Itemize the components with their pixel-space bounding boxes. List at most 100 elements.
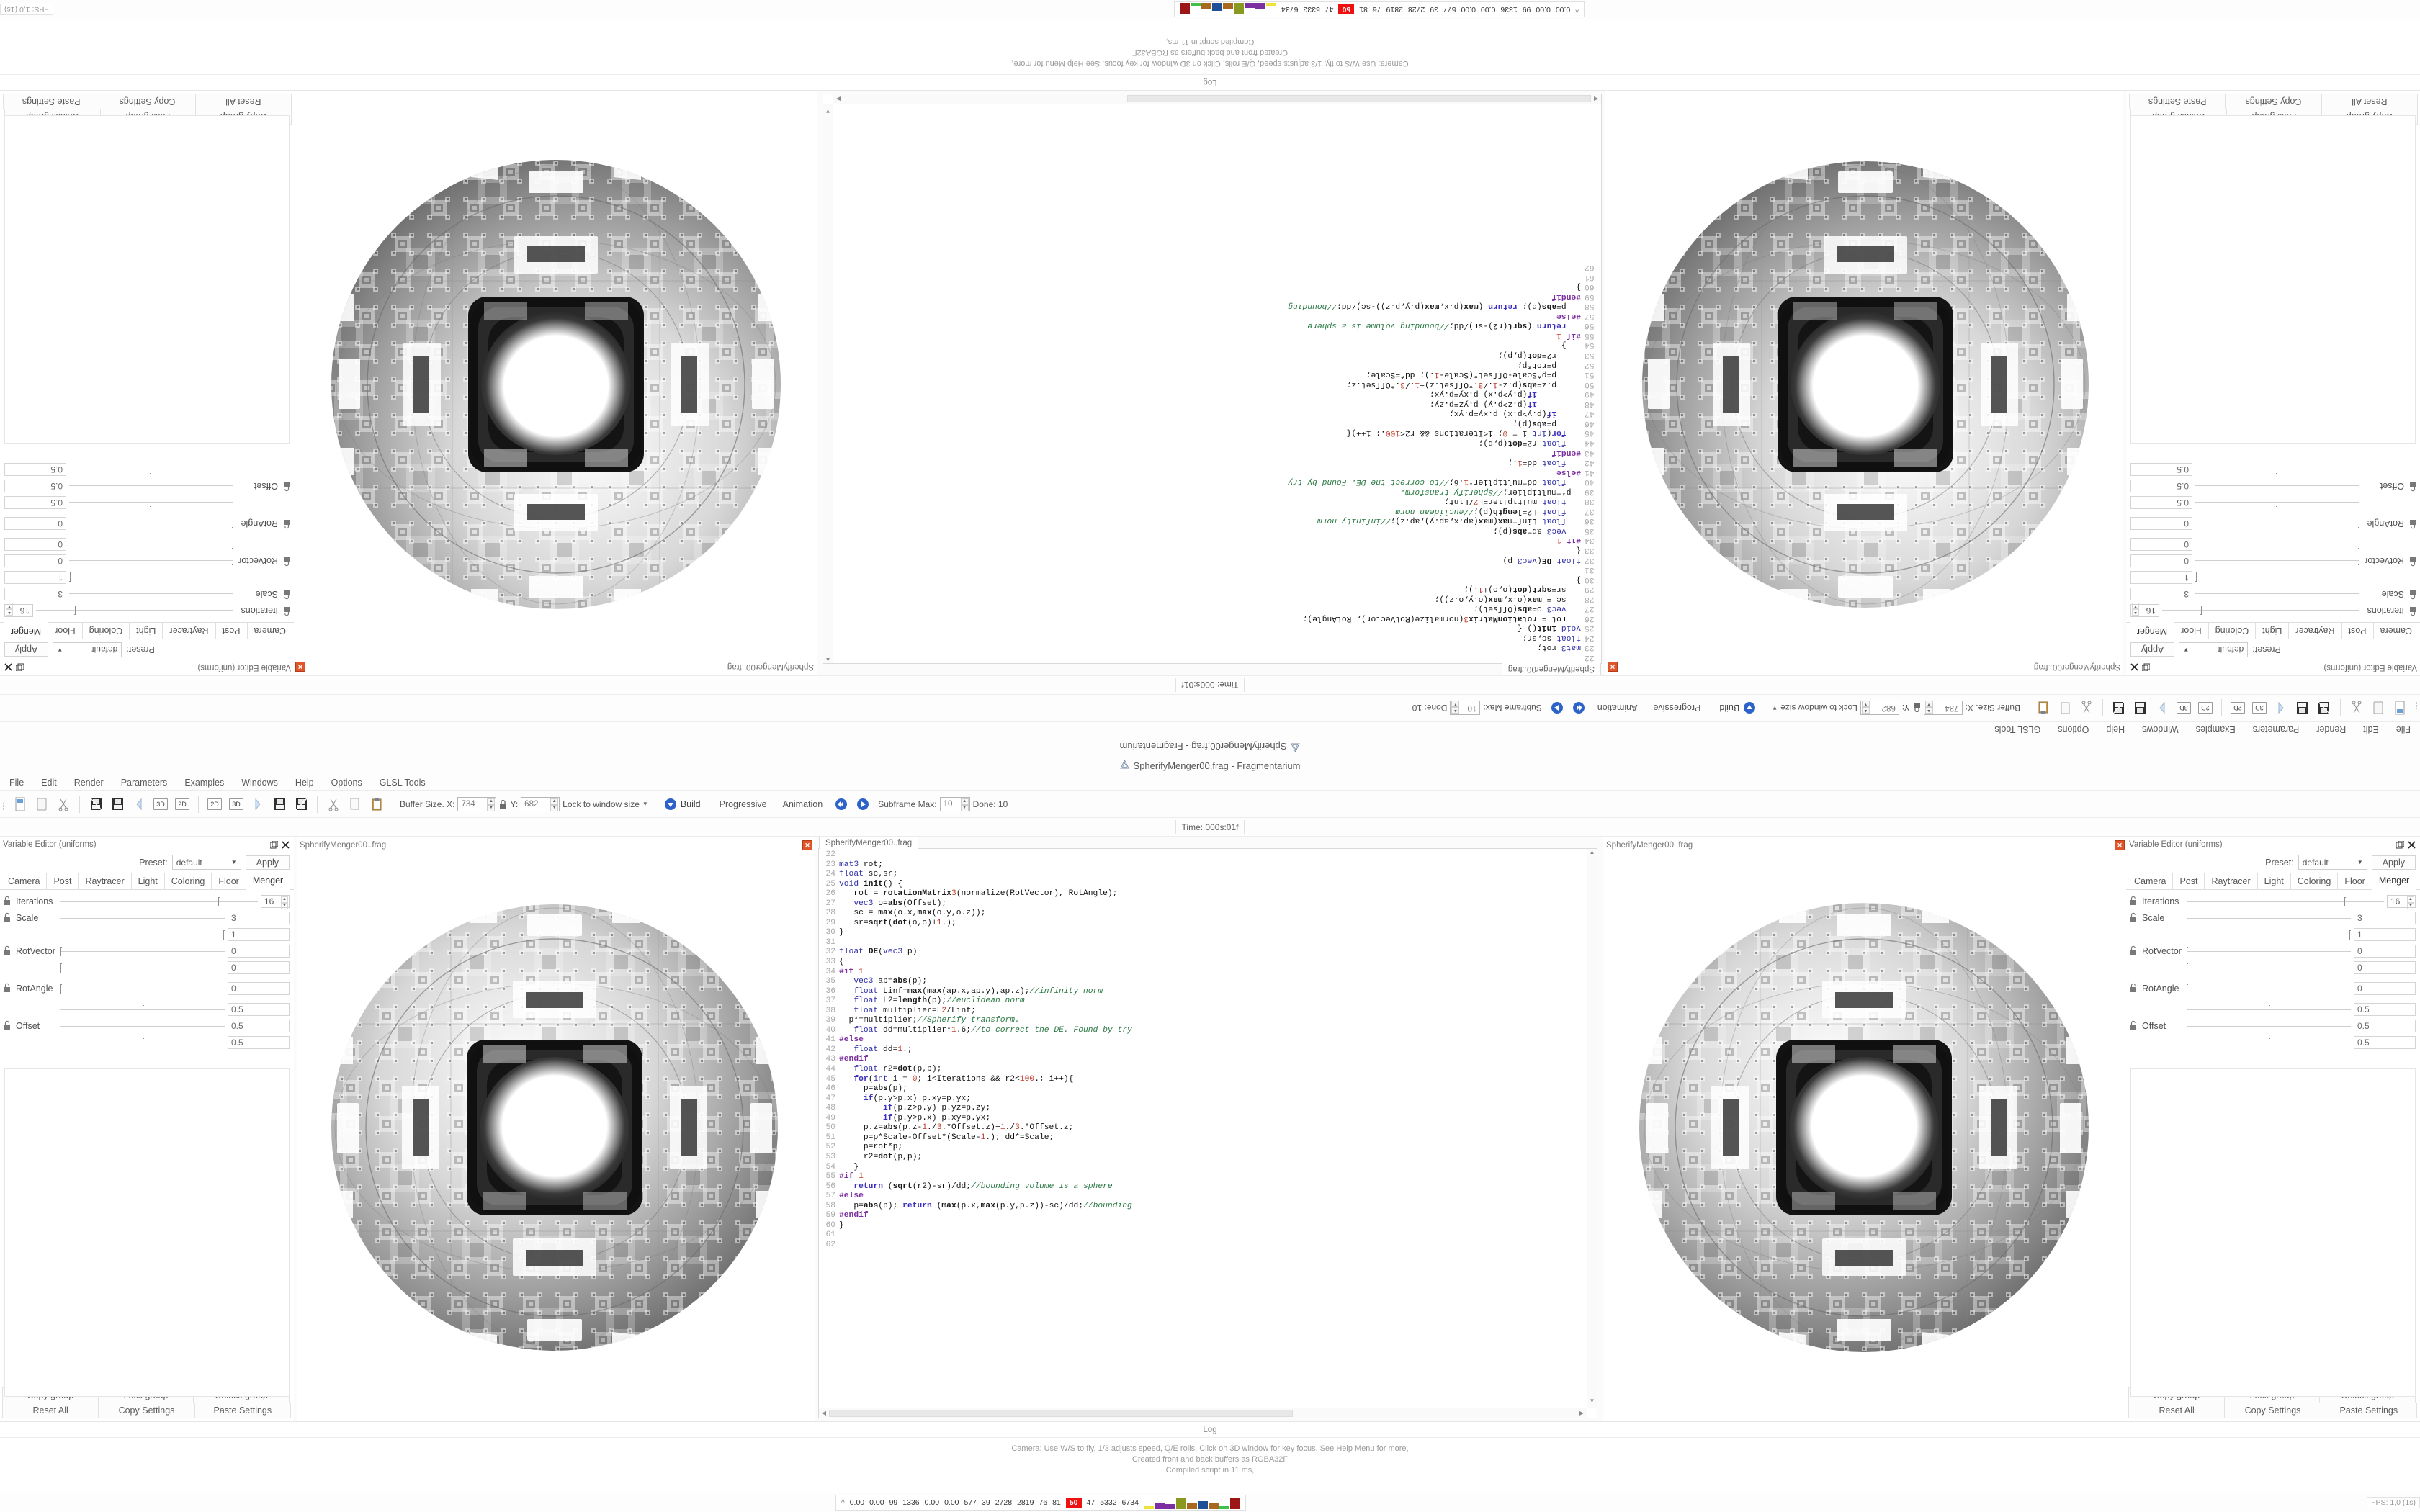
tab-light[interactable]: Light [129, 623, 163, 639]
save-as-icon[interactable] [2313, 698, 2335, 719]
paste-settings-button[interactable]: Paste Settings [194, 1403, 291, 1418]
param-value-input[interactable]: 0.5 [228, 1019, 290, 1032]
param-slider[interactable] [2187, 945, 2351, 957]
scroll-right-arrow[interactable]: ▶ [835, 96, 841, 102]
param-row-rotvector[interactable]: RotVector 1 0 [3, 926, 290, 976]
system-tray[interactable]: ^ 0.00 0.00 99 1336 0.00 0.00 577 39 272… [0, 1493, 2420, 1512]
save-copy-icon[interactable] [2130, 698, 2151, 719]
toolbar-group-clipboard[interactable] [2030, 698, 2100, 719]
variable-editor-tabs[interactable]: Camera Post Raytracer Light Coloring Flo… [2126, 622, 2420, 640]
param-value-input[interactable]: 0 [2130, 517, 2192, 531]
tab-post[interactable]: Post [2341, 623, 2373, 639]
vec3-component-y[interactable]: 0 [2187, 942, 2416, 959]
param-row-offset[interactable]: Offset 0.5 0.5 [4, 462, 291, 511]
vec3-component-z[interactable]: 0.5 [4, 462, 233, 478]
vec3-component-z[interactable]: 0.5 [2187, 1034, 2416, 1050]
param-slider[interactable] [60, 1004, 225, 1015]
buffer-size-control[interactable]: Buffer Size. X: 734 ▲ ▼ Y: 682 ▲ ▼ Lock to… [1767, 701, 2025, 716]
menu-item-windows[interactable]: Windows [2142, 724, 2179, 735]
param-value-input[interactable]: 0.5 [4, 480, 66, 493]
paste-icon[interactable] [2033, 698, 2054, 719]
lock-icon[interactable] [3, 912, 13, 924]
subframe-input[interactable]: 10 ▲ ▼ [939, 796, 970, 811]
subframe-control[interactable]: Subframe Max: 10 ▲ ▼ Done: 10 [874, 796, 1012, 811]
tab-raytracer[interactable]: Raytracer [162, 623, 215, 639]
open-icon[interactable] [2367, 698, 2389, 719]
param-slider[interactable] [2187, 929, 2351, 940]
save-copy-icon[interactable] [269, 794, 290, 814]
close-icon[interactable]: ✕ [2115, 840, 2125, 850]
lock-icon[interactable] [281, 589, 291, 600]
menu-item-parameters[interactable]: Parameters [120, 777, 168, 788]
param-slider[interactable] [2195, 572, 2360, 584]
view-3d-icon[interactable]: 3D [225, 794, 247, 814]
menu-item-parameters[interactable]: Parameters [2252, 724, 2300, 735]
undock-icon[interactable] [14, 662, 26, 673]
param-row-offset[interactable]: Offset 0.5 0.5 [3, 1001, 290, 1050]
param-value-input[interactable]: 0 [2130, 554, 2192, 568]
view-2d-icon[interactable]: 2D [204, 794, 225, 814]
param-value-input[interactable]: 3 [2130, 588, 2192, 601]
reset-all-button[interactable]: Reset All [2128, 1403, 2226, 1418]
param-value-input[interactable]: 0.5 [228, 1035, 290, 1049]
tab-light[interactable]: Light [2255, 623, 2289, 639]
apply-button[interactable]: Apply [245, 855, 290, 870]
system-tray-mirror[interactable]: ^ 0.00 0.00 99 1336 0.00 0.00 577 39 272… [0, 0, 2420, 19]
vec3-component-y[interactable]: 0 [2130, 553, 2360, 570]
lock-icon[interactable] [2129, 1020, 2139, 1032]
vec3-component-x[interactable]: 0.5 [2187, 1001, 2416, 1017]
vec3-component-z[interactable]: 0.5 [60, 1034, 290, 1050]
render-canvas[interactable] [1605, 91, 2123, 658]
menu-item-help[interactable]: Help [295, 777, 314, 788]
play-icon[interactable] [1546, 698, 1568, 719]
lock-icon[interactable] [281, 481, 291, 492]
copy-settings-button[interactable]: Copy Settings [98, 1403, 195, 1418]
menu-bar-mirror[interactable]: File Edit Render Parameters Examples Win… [0, 721, 2420, 737]
view-3d-icon[interactable]: 3D [2173, 698, 2195, 719]
close-icon[interactable]: ✕ [295, 662, 305, 672]
tab-menger[interactable]: Menger [3, 622, 48, 639]
cut-icon[interactable] [53, 794, 74, 814]
rewind-icon[interactable] [830, 794, 852, 814]
code-editor-mirror[interactable]: SpherifyMenger00..frag 22 23 mat3 rot; 24 fl… [823, 94, 1602, 675]
viewport-3d-button[interactable]: 3D [2249, 698, 2270, 719]
tray-monitor[interactable]: ^ 0.00 0.00 99 1336 0.00 0.00 577 39 272… [835, 1495, 1246, 1511]
param-value-input[interactable]: 1 [2354, 927, 2416, 941]
tab-coloring[interactable]: Coloring [165, 873, 212, 889]
apply-button[interactable]: Apply [2371, 855, 2416, 870]
variable-editor-tabs[interactable]: Camera Post Raytracer Light Coloring Flo… [0, 622, 294, 640]
reset-all-button[interactable]: Reset All [2, 1403, 99, 1418]
param-value-input[interactable]: 16 ▲ ▼ [261, 894, 290, 909]
animation-toggle[interactable]: Animation [782, 798, 823, 809]
toolbar-group-clipboard[interactable] [320, 793, 390, 815]
vec3-component-z[interactable]: 0 [4, 536, 233, 553]
param-value-input[interactable]: 0.5 [4, 463, 66, 477]
preset-select[interactable]: default ▼ [2298, 855, 2367, 870]
param-slider[interactable] [2187, 1020, 2351, 1032]
editor-vertical-scrollbar[interactable]: ▲ ▼ [1587, 849, 1597, 1408]
toolbar-group-file[interactable] [2343, 698, 2414, 719]
copy-icon[interactable] [2054, 698, 2076, 719]
param-value-input[interactable]: 0.5 [2354, 1035, 2416, 1049]
vec3-component-y[interactable]: 0.5 [4, 478, 233, 495]
vec3-component-y[interactable]: 0.5 [60, 1017, 290, 1034]
menu-item-render[interactable]: Render [73, 777, 104, 788]
tab-camera[interactable]: Camera [2372, 623, 2419, 639]
param-value-input[interactable]: 3 [4, 588, 66, 601]
lock-icon[interactable] [2407, 606, 2417, 617]
save-icon[interactable] [2292, 698, 2313, 719]
lock-icon[interactable] [3, 896, 13, 907]
save-as-icon[interactable] [85, 794, 107, 814]
param-slider[interactable] [2195, 518, 2360, 530]
param-value-input[interactable]: 0.5 [2130, 480, 2192, 493]
close-icon[interactable] [3, 662, 14, 673]
param-slider[interactable] [2195, 481, 2360, 492]
buffer-lock-icon[interactable] [499, 799, 507, 809]
buffer-x-input[interactable]: 734 ▲ ▼ [457, 796, 497, 811]
tab-floor[interactable]: Floor [212, 873, 246, 889]
progressive-toggle[interactable]: Progressive [719, 798, 767, 809]
lock-icon[interactable] [2407, 518, 2417, 530]
param-slider[interactable] [69, 498, 233, 509]
menu-item-help[interactable]: Help [2106, 724, 2125, 735]
param-slider[interactable] [69, 539, 233, 551]
